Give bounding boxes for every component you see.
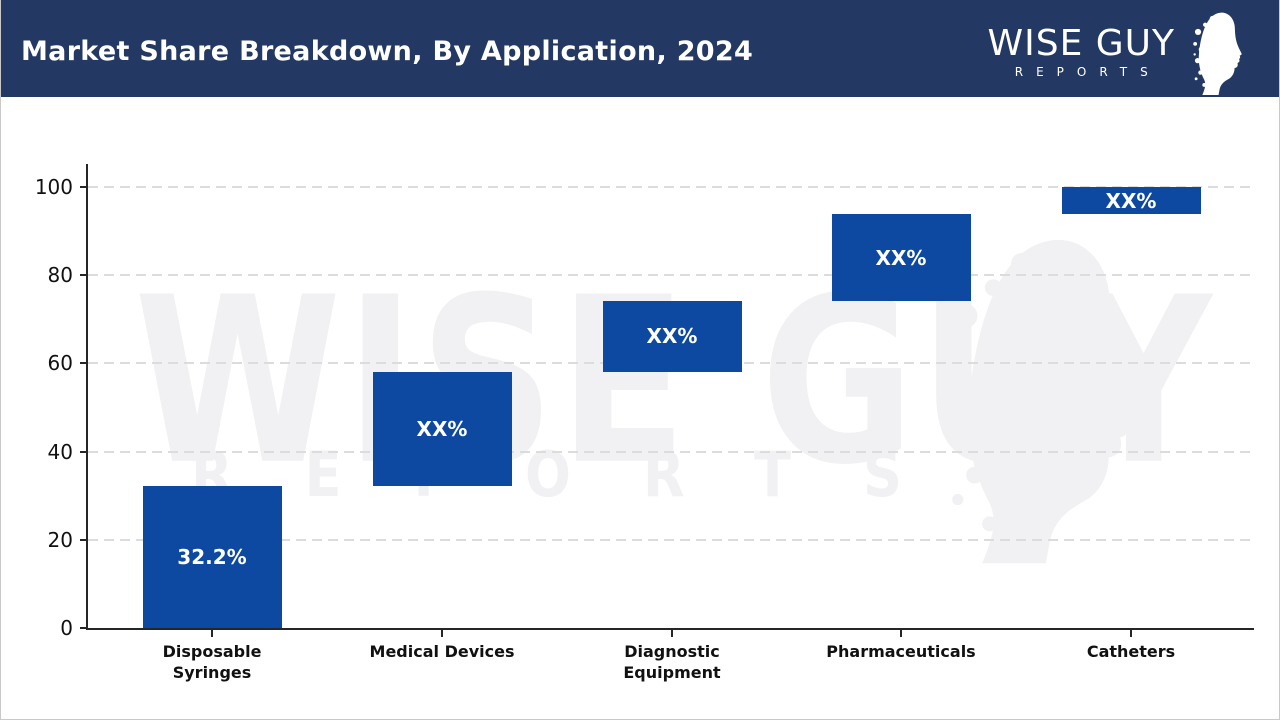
- x-axis-tick: [671, 630, 673, 637]
- x-axis-category-label: Disposable Syringes: [162, 642, 262, 683]
- x-axis-spine: [86, 628, 1254, 630]
- logo-wordmark: WISE GUY: [987, 22, 1175, 64]
- bar-value-label: XX%: [1105, 188, 1157, 213]
- y-axis-tick-label: 40: [47, 439, 73, 464]
- watermark-subtitle: REPORTS: [191, 438, 974, 511]
- x-axis-category-label: Medical Devices: [369, 642, 515, 661]
- logo-text: WISE GUY REPORTS: [987, 22, 1176, 79]
- logo-subtitle: REPORTS: [1014, 64, 1161, 79]
- bar-value-label: 32.2%: [177, 544, 247, 569]
- x-axis-tick: [1130, 630, 1132, 637]
- header-bar: Market Share Breakdown, By Application, …: [1, 0, 1279, 97]
- y-axis-tick-label: 60: [47, 351, 73, 376]
- bar-pharmaceuticals: XX%: [831, 214, 971, 301]
- x-axis-tick: [211, 630, 213, 637]
- page-title: Market Share Breakdown, By Application, …: [21, 36, 754, 67]
- x-axis-tick: [441, 630, 443, 637]
- bar-disposable-syringes: 32.2%: [142, 485, 282, 628]
- x-axis-tick: [900, 630, 902, 637]
- y-axis-spine: [86, 164, 88, 630]
- bar-value-label: XX%: [416, 417, 468, 442]
- bar-diagnostic-equipment: XX%: [602, 300, 742, 373]
- y-axis-tick: [80, 186, 87, 188]
- gridline: [88, 274, 1254, 277]
- x-axis-category-label: Diagnostic Equipment: [623, 642, 721, 683]
- wise-guy-logo: WISE GUY REPORTS: [988, 9, 1264, 95]
- gridline: [88, 538, 1254, 541]
- bar-value-label: XX%: [875, 245, 927, 270]
- y-axis-tick-label: 0: [60, 616, 73, 640]
- x-axis-category-label: Pharmaceuticals: [826, 642, 976, 661]
- y-axis-tick-label: 80: [47, 263, 73, 288]
- y-axis-tick-label: 100: [34, 175, 73, 199]
- bar-medical-devices: XX%: [372, 372, 512, 486]
- bar-value-label: XX%: [646, 324, 698, 349]
- gridline: [88, 186, 1254, 188]
- x-axis-category-label: Catheters: [1086, 642, 1176, 661]
- y-axis-tick: [80, 274, 87, 277]
- gridline: [88, 450, 1254, 453]
- logo-head-icon: [1193, 12, 1242, 95]
- y-axis-tick: [80, 627, 87, 629]
- y-axis-tick: [80, 362, 87, 365]
- y-axis-tick-label: 20: [47, 527, 73, 552]
- y-axis-tick: [80, 450, 87, 453]
- bar-catheters: XX%: [1061, 187, 1201, 215]
- y-axis-tick: [80, 538, 87, 541]
